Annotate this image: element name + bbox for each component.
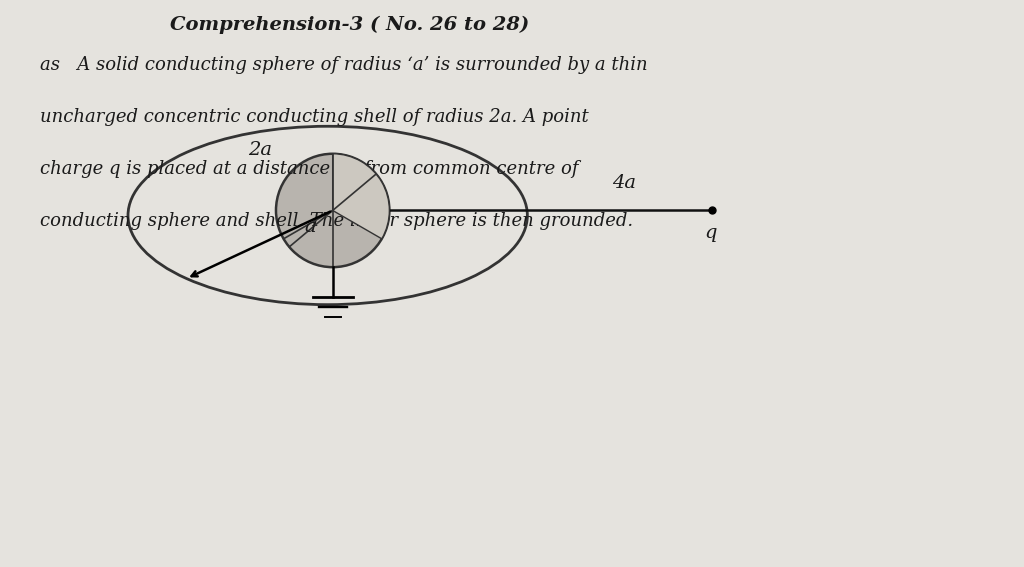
Text: 2a: 2a	[248, 141, 271, 159]
Circle shape	[276, 154, 389, 267]
Text: a: a	[305, 218, 316, 236]
Text: q: q	[705, 225, 717, 243]
Text: 4a: 4a	[612, 175, 636, 192]
Wedge shape	[333, 154, 389, 239]
Text: uncharged concentric conducting shell of radius 2a. A point: uncharged concentric conducting shell of…	[40, 108, 589, 126]
Text: Comprehension-3 ( No. 26 to 28): Comprehension-3 ( No. 26 to 28)	[170, 16, 529, 34]
Text: conducting sphere and shell. The inner sphere is then grounded.: conducting sphere and shell. The inner s…	[40, 212, 633, 230]
Text: as   A solid conducting sphere of radius ‘a’ is surrounded by a thin: as A solid conducting sphere of radius ‘…	[40, 56, 647, 74]
Text: charge q is placed at a distance 4a from common centre of: charge q is placed at a distance 4a from…	[40, 160, 579, 178]
